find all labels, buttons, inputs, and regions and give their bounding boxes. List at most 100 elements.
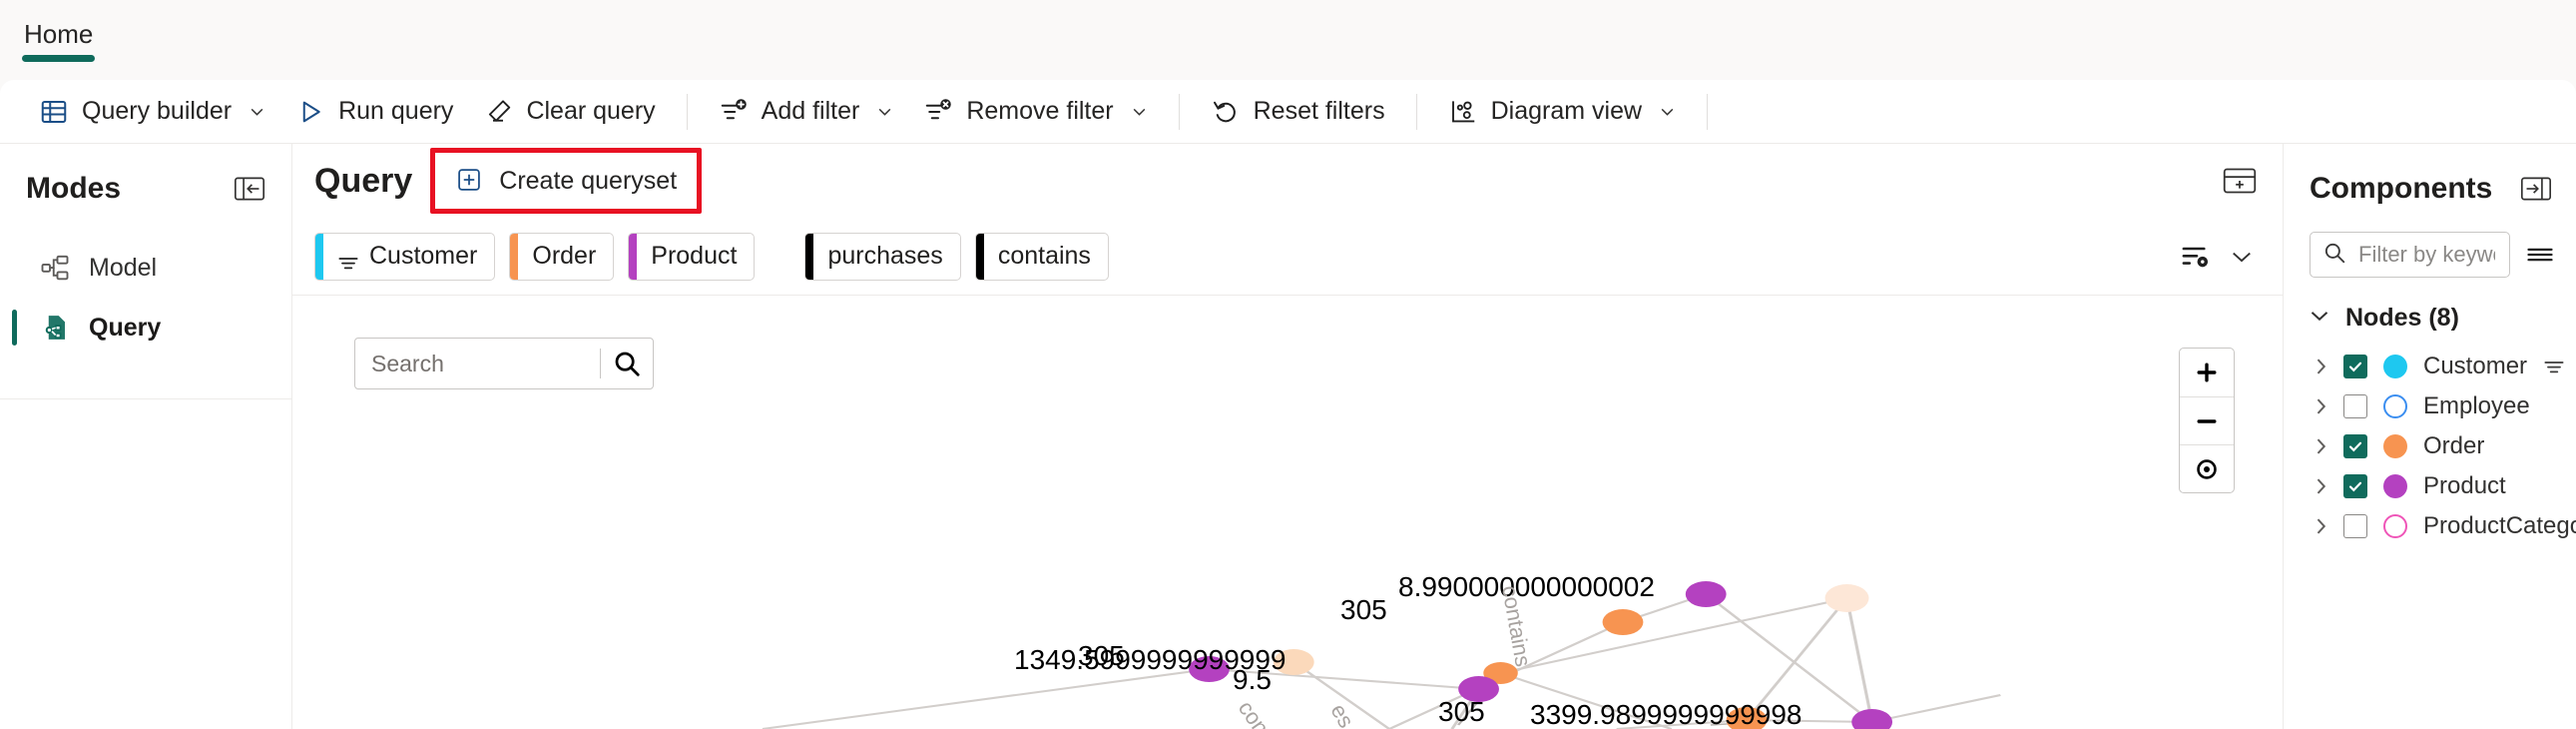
toolbar-query-builder-label: Query builder (82, 97, 233, 125)
toolbar-diagram-view-label: Diagram view (1490, 97, 1643, 125)
chip-order[interactable]: Order (509, 232, 615, 281)
chip-customer[interactable]: Customer (314, 232, 496, 281)
tab-active-underline (22, 55, 96, 62)
graph-canvas[interactable]: 8.990000000000002 305 1349.5999999999999… (292, 296, 2283, 729)
modes-title: Modes (26, 172, 122, 205)
graph-node (1273, 649, 1314, 675)
graph-node-label: 305 (1078, 640, 1125, 671)
toolbar-remove-filter-label: Remove filter (966, 97, 1114, 125)
toolbar-reset-filters-label: Reset filters (1253, 97, 1385, 125)
tab-home-label: Home (24, 19, 94, 49)
chip-purchases[interactable]: purchases (804, 232, 961, 281)
sidebar-item-query[interactable]: Query (0, 298, 291, 358)
toolbar-run-query-label: Run query (338, 97, 454, 125)
graph-node-label: 3399.9899999999998 (1530, 699, 1803, 729)
filter-icon[interactable] (2543, 359, 2565, 374)
chevron-right-icon[interactable] (2314, 436, 2327, 456)
chip-customer-label: Customer (369, 242, 478, 270)
component-checkbox[interactable] (2343, 434, 2367, 458)
zoom-controls (2179, 348, 2235, 493)
sidebar-item-query-label: Query (89, 313, 162, 342)
sidebar-item-model[interactable]: Model (0, 238, 291, 298)
play-icon (295, 97, 325, 127)
graph-edges-and-nodes (762, 581, 2001, 729)
tab-strip: Home (0, 0, 2576, 80)
component-checkbox[interactable] (2343, 514, 2367, 538)
component-item-label: Employee (2423, 392, 2530, 419)
chevron-down-icon (876, 103, 893, 120)
components-filter-input[interactable] (2356, 241, 2497, 269)
components-section-label: Nodes (8) (2345, 304, 2459, 332)
toolbar-diagram-view[interactable]: Diagram view (1433, 89, 1691, 135)
component-checkbox[interactable] (2343, 394, 2367, 418)
chevron-right-icon[interactable] (2314, 476, 2327, 496)
search-icon[interactable] (601, 349, 653, 378)
graph-node (1602, 609, 1644, 635)
modes-sidebar: Modes (0, 144, 292, 729)
toolbar-separator-3 (1415, 93, 1417, 130)
component-item-order[interactable]: Order (2284, 426, 2576, 466)
add-panel-icon[interactable] (2223, 167, 2257, 195)
search-icon (2322, 241, 2346, 270)
filter-add-icon (719, 97, 749, 127)
chip-row-tools (2181, 243, 2259, 271)
zoom-in-icon[interactable] (2180, 349, 2234, 396)
query-header: Query Create queryset (292, 144, 2283, 218)
chip-color-bar (315, 233, 323, 280)
panel-expand-right-icon[interactable] (2520, 176, 2552, 202)
query-icon (40, 313, 70, 343)
search-divider (600, 349, 601, 378)
component-checkbox[interactable] (2343, 355, 2367, 378)
component-item-productcategory[interactable]: ProductCategory (2284, 506, 2576, 546)
tab-home[interactable]: Home (6, 14, 111, 62)
chip-purchases-label: purchases (827, 242, 943, 270)
chevron-right-icon[interactable] (2314, 357, 2327, 376)
toolbar-run-query[interactable]: Run query (280, 89, 468, 135)
components-node-list: Customer Employee (2284, 347, 2576, 546)
plus-box-icon (455, 166, 485, 196)
zoom-out-icon[interactable] (2180, 396, 2234, 444)
toolbar-clear-query-label: Clear query (526, 97, 656, 125)
graph-node (1726, 707, 1768, 729)
component-item-label: ProductCategory (2423, 512, 2576, 539)
sidebar-item-model-label: Model (89, 253, 158, 282)
graph-search-input[interactable] (355, 350, 600, 377)
create-queryset-highlight-wrap: Create queryset (430, 148, 703, 214)
chevron-down-icon (249, 103, 265, 120)
toolbar: Query builder Run query Clear query (0, 80, 2576, 144)
toolbar-query-builder[interactable]: Query builder (24, 89, 280, 135)
component-item-label: Customer (2423, 353, 2528, 379)
create-queryset-button[interactable]: Create queryset (439, 157, 693, 205)
node-color-dot (2383, 394, 2407, 418)
chip-product[interactable]: Product (628, 232, 756, 281)
filter-settings-icon[interactable] (2181, 243, 2213, 271)
component-item-product[interactable]: Product (2284, 466, 2576, 506)
component-item-label: Order (2423, 432, 2485, 459)
components-section-nodes[interactable]: Nodes (8) (2284, 278, 2576, 333)
chip-color-bar (975, 233, 984, 280)
components-search-box[interactable] (2310, 232, 2510, 278)
toolbar-add-filter[interactable]: Add filter (704, 89, 909, 135)
toolbar-clear-query[interactable]: Clear query (468, 89, 670, 135)
chevron-right-icon[interactable] (2314, 396, 2327, 416)
chevron-down-icon (1659, 103, 1676, 120)
toolbar-remove-filter[interactable]: Remove filter (908, 89, 1162, 135)
graph-search-box[interactable] (354, 338, 654, 389)
sort-lines-icon[interactable] (2526, 244, 2554, 266)
toolbar-add-filter-label: Add filter (761, 97, 860, 125)
toolbar-reset-filters[interactable]: Reset filters (1196, 89, 1400, 135)
chip-contains[interactable]: contains (974, 232, 1109, 281)
recenter-icon[interactable] (2180, 444, 2234, 492)
chip-contains-label: contains (997, 242, 1091, 270)
node-color-dot (2383, 434, 2407, 458)
component-item-employee[interactable]: Employee (2284, 386, 2576, 426)
component-item-customer[interactable]: Customer (2284, 347, 2576, 386)
chevron-right-icon[interactable] (2314, 516, 2327, 536)
component-checkbox[interactable] (2343, 474, 2367, 498)
toolbar-separator-1 (686, 93, 688, 130)
modes-header: Modes (0, 144, 291, 206)
filter-remove-icon (923, 97, 953, 127)
chevron-down-icon[interactable] (2231, 250, 2253, 264)
components-title: Components (2310, 172, 2493, 205)
panel-collapse-left-icon[interactable] (234, 176, 265, 202)
